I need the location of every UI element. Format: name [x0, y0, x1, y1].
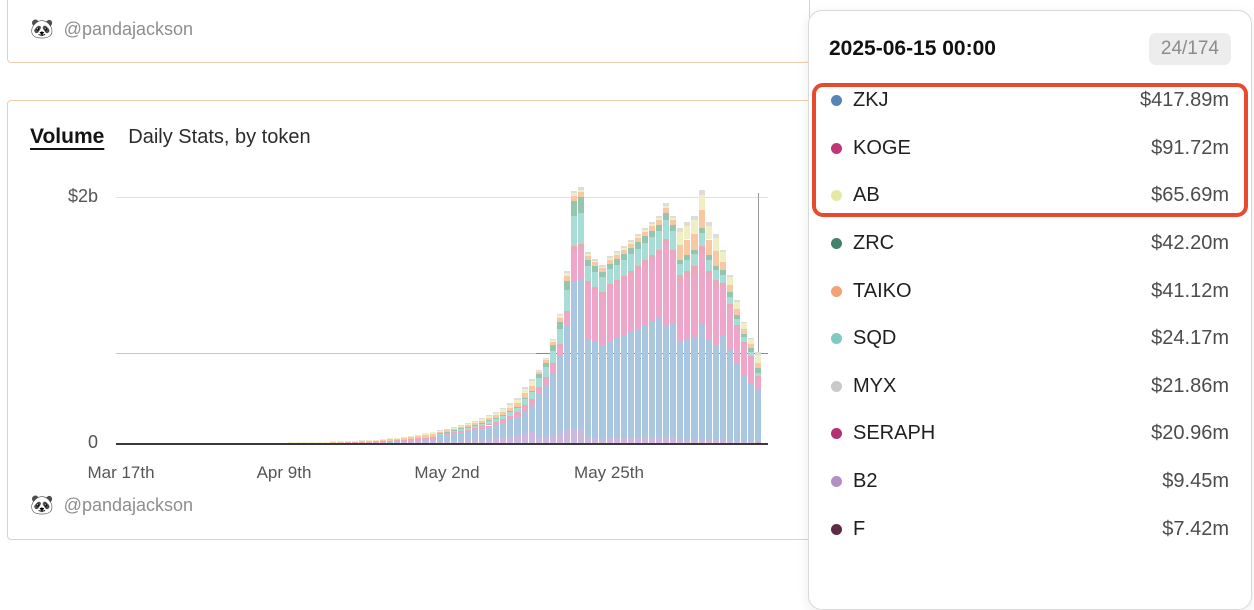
token-color-dot-icon: [831, 333, 842, 345]
token-label: SQD: [853, 327, 897, 350]
x-axis-tick-may25: May 25th: [574, 463, 644, 482]
token-value: $65.69m: [1151, 184, 1229, 207]
author-handle: @pandajackson: [63, 19, 194, 39]
token-color-dot-icon: [831, 142, 842, 154]
token-value: $24.17m: [1151, 327, 1229, 350]
hover-tooltip-panel: 2025-06-15 00:00 24/174 ZKJ $417.89m KOG…: [808, 10, 1252, 610]
tooltip-header: 2025-06-15 00:00 24/174: [809, 11, 1251, 65]
token-color-dot-icon: [831, 523, 842, 535]
token-color-dot-icon: [831, 238, 842, 250]
token-label: F: [853, 517, 866, 540]
token-value: $21.86m: [1151, 374, 1229, 397]
gridline-2b: [116, 197, 768, 198]
hover-crosshair-horizontal: [116, 353, 768, 354]
panda-emoji-icon: 🐼: [30, 19, 54, 40]
token-value: $91.72m: [1151, 136, 1229, 159]
token-value: $42.20m: [1151, 232, 1229, 255]
token-row[interactable]: KOGE $91.72m: [809, 125, 1251, 173]
x-axis-tick-apr9: Apr 9th: [256, 463, 312, 482]
token-label: ZRC: [853, 232, 895, 255]
top-attribution-card: 🐼 @pandajackson: [7, 0, 810, 63]
chart-subtitle: Daily Stats, by token: [128, 126, 311, 148]
token-row[interactable]: TAIKO $41.12m: [809, 267, 1251, 315]
token-label: B2: [853, 470, 878, 493]
token-label: ZKJ: [853, 89, 889, 112]
token-label: MYX: [853, 374, 897, 397]
token-color-dot-icon: [831, 380, 842, 392]
token-list: ZKJ $417.89m KOGE $91.72m AB $65.69m ZRC…: [809, 77, 1251, 553]
panda-emoji-icon: 🐼: [30, 495, 54, 516]
y-axis-tick-0: 0: [87, 432, 98, 452]
token-color-dot-icon: [831, 428, 842, 440]
token-color-dot-icon: [831, 476, 842, 488]
attribution: 🐼 @pandajackson: [30, 19, 193, 40]
token-value: $20.96m: [1151, 422, 1229, 445]
token-row[interactable]: F $7.42m: [809, 505, 1251, 553]
author-handle: @pandajackson: [63, 495, 194, 515]
token-label: TAIKO: [853, 279, 912, 302]
token-label: AB: [853, 184, 880, 207]
tooltip-timestamp: 2025-06-15 00:00: [829, 37, 996, 60]
token-value: $417.89m: [1140, 89, 1229, 112]
attribution-watermark: 🐼 @pandajackson: [30, 495, 193, 516]
token-value: $7.42m: [1162, 517, 1229, 540]
token-row[interactable]: SQD $24.17m: [809, 315, 1251, 363]
x-axis-tick-may2: May 2nd: [414, 463, 480, 482]
token-value: $41.12m: [1151, 279, 1229, 302]
hover-crosshair-vertical: [758, 193, 759, 444]
bars-layer[interactable]: [118, 187, 766, 444]
token-value: $9.45m: [1162, 470, 1229, 493]
token-color-dot-icon: [831, 190, 842, 202]
token-count-badge: 24/174: [1148, 33, 1231, 65]
token-row[interactable]: MYX $21.86m: [809, 363, 1251, 411]
y-axis-tick-2b: $2b: [67, 186, 98, 206]
chart-title-row: Volume Daily Stats, by token: [30, 125, 311, 149]
token-row[interactable]: ZRC $42.20m: [809, 220, 1251, 268]
x-axis-line: [116, 443, 768, 445]
token-color-dot-icon: [831, 95, 842, 107]
token-label: SERAPH: [853, 422, 936, 445]
token-color-dot-icon: [831, 285, 842, 297]
token-row[interactable]: SERAPH $20.96m: [809, 410, 1251, 458]
token-row[interactable]: B2 $9.45m: [809, 458, 1251, 506]
token-row[interactable]: ZKJ $417.89m: [809, 77, 1251, 125]
x-axis-tick-mar17: Mar 17th: [87, 463, 155, 482]
token-label: KOGE: [853, 136, 911, 159]
token-row[interactable]: AB $65.69m: [809, 172, 1251, 220]
tab-volume[interactable]: Volume: [30, 125, 105, 148]
